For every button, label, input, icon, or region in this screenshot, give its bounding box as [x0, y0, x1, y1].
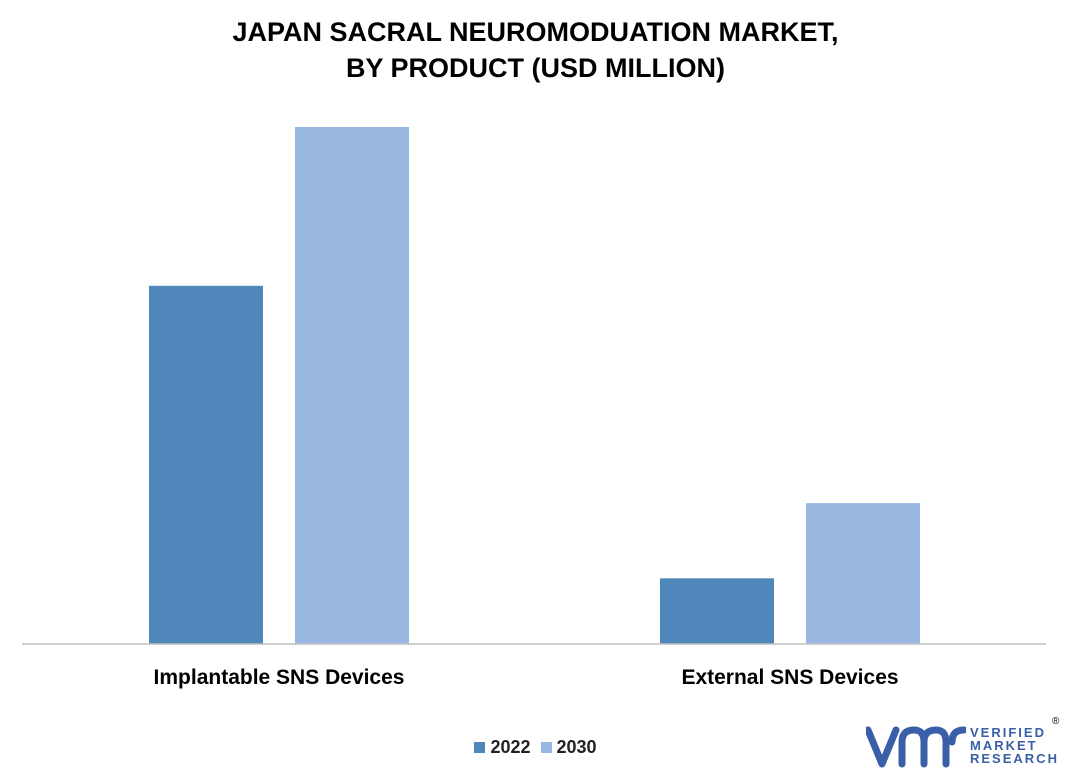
- legend-item-2030: 2030: [540, 737, 597, 758]
- chart-title-line-1: JAPAN SACRAL NEUROMODUATION MARKET,: [232, 17, 839, 47]
- verified-market-research-logo: VERIFIED MARKET RESEARCH ®: [866, 716, 1066, 774]
- vmr-logo-line-2: MARKET: [970, 738, 1038, 753]
- legend-label-2030: 2030: [556, 737, 597, 757]
- x-tick-label-0: Implantable SNS Devices: [154, 666, 405, 689]
- bar-2022-implantable: [149, 285, 263, 644]
- x-axis-labels: Implantable SNS Devices External SNS Devi…: [154, 666, 899, 689]
- vmr-logo-line-1: VERIFIED: [970, 725, 1046, 740]
- legend-swatch-2022: [474, 742, 486, 753]
- registered-mark: ®: [1052, 716, 1060, 727]
- legend-item-2022: 2022: [474, 737, 531, 758]
- legend-label-2022: 2022: [490, 737, 531, 757]
- legend-swatch-2030: [540, 742, 552, 753]
- chart-title-line-2: BY PRODUCT (USD MILLION): [346, 53, 725, 83]
- bars-group: [149, 126, 920, 645]
- x-tick-label-1: External SNS Devices: [681, 666, 898, 689]
- bar-2030-implantable: [295, 126, 409, 645]
- bar-2030-external: [806, 503, 920, 644]
- legend: 2022 2030: [0, 737, 1071, 758]
- vmr-logo-mark-icon: [866, 726, 966, 768]
- bar-2022-external: [660, 578, 774, 644]
- vmr-logo-line-3: RESEARCH: [970, 751, 1059, 766]
- vmr-logo-text: VERIFIED MARKET RESEARCH: [970, 726, 1059, 765]
- chart-title: JAPAN SACRAL NEUROMODUATION MARKET, BY P…: [0, 14, 1071, 86]
